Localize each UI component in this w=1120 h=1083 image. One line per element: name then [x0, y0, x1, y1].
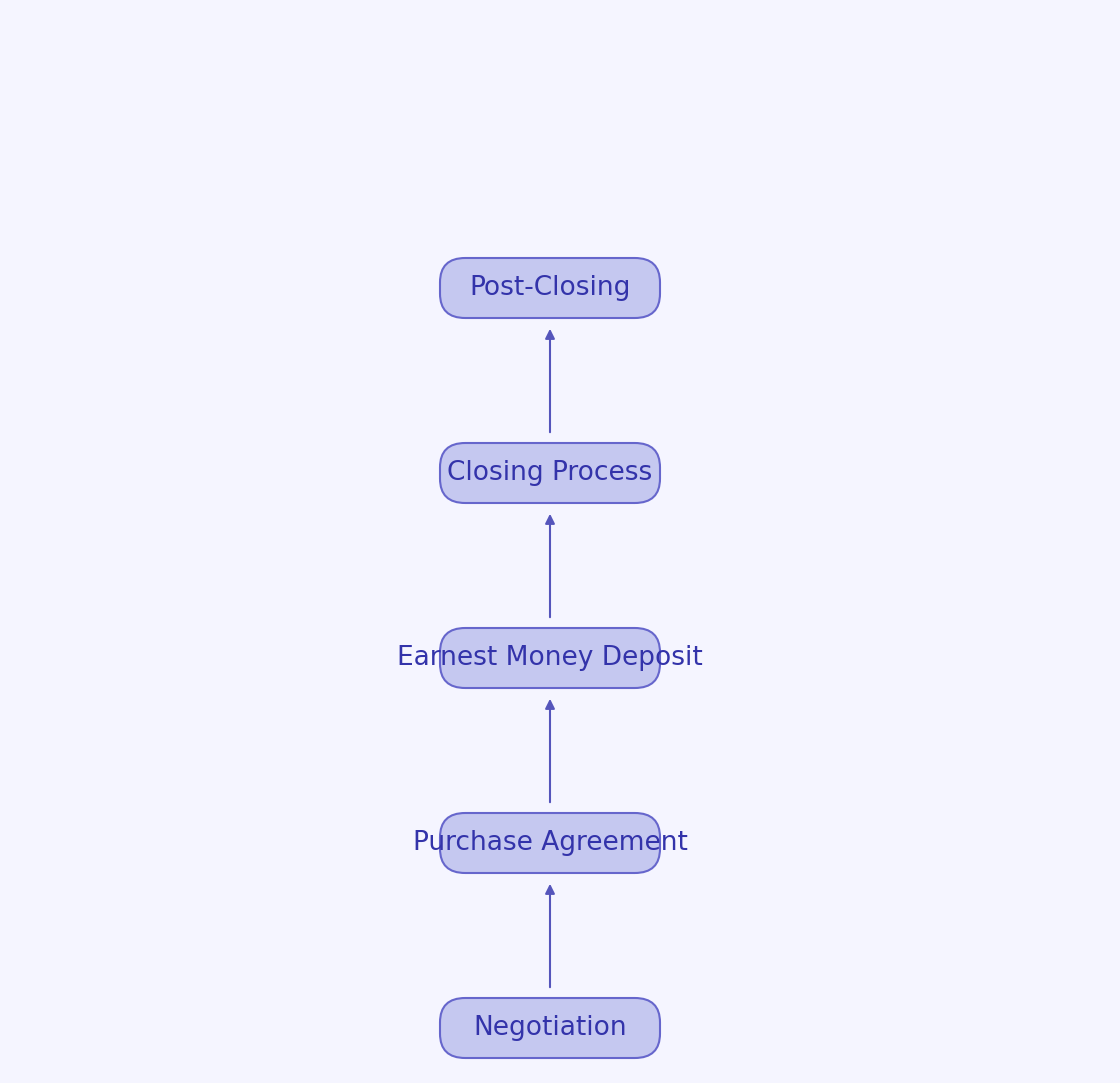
Text: Earnest Money Deposit: Earnest Money Deposit [398, 645, 703, 671]
Text: Closing Process: Closing Process [447, 460, 653, 486]
FancyBboxPatch shape [440, 628, 660, 688]
FancyBboxPatch shape [440, 813, 660, 873]
Text: Negotiation: Negotiation [473, 1015, 627, 1041]
Text: Post-Closing: Post-Closing [469, 275, 631, 301]
FancyBboxPatch shape [440, 258, 660, 318]
FancyBboxPatch shape [440, 999, 660, 1058]
Text: Purchase Agreement: Purchase Agreement [412, 830, 688, 856]
FancyBboxPatch shape [440, 443, 660, 503]
